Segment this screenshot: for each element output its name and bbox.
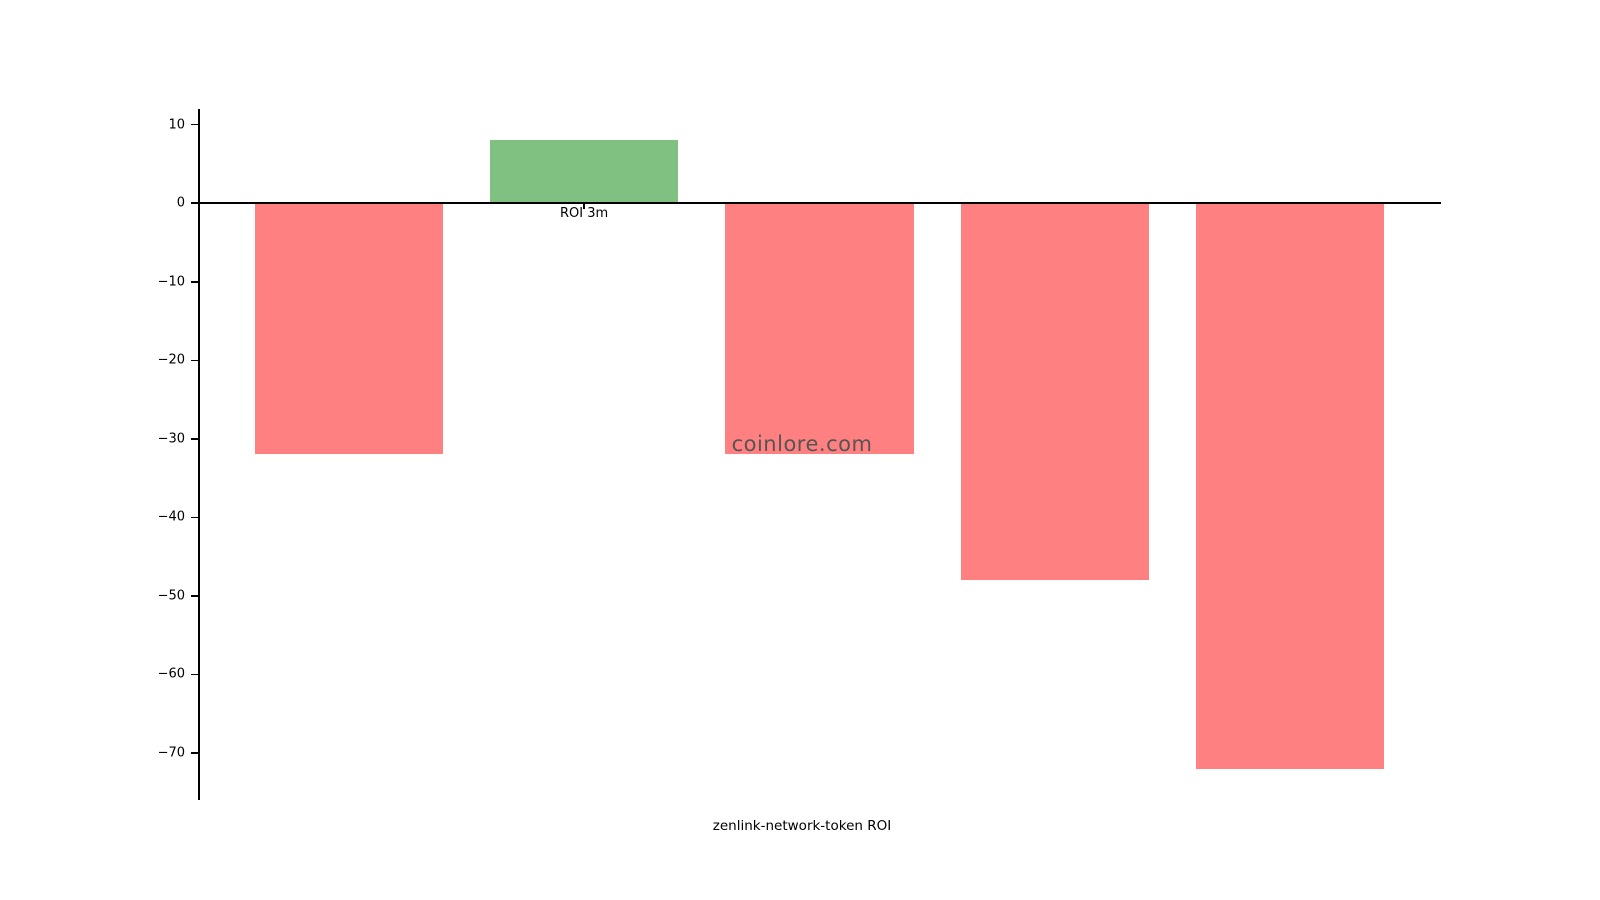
y-tick-mark: [191, 752, 198, 754]
bar-negative: [725, 203, 914, 455]
y-tick-label: −70: [157, 745, 185, 761]
y-axis-spine: [198, 109, 200, 800]
chart-title: zenlink-network-token ROI: [712, 818, 892, 834]
bar-negative: [960, 203, 1150, 581]
y-tick-mark: [191, 438, 198, 440]
y-tick-mark: [191, 359, 198, 362]
y-tick-mark: [191, 202, 198, 204]
y-tick-label: 10: [168, 117, 185, 133]
bar-negative: [1196, 203, 1385, 769]
watermark-text: coinlore.com: [731, 432, 873, 456]
bar-positive: [489, 140, 679, 204]
y-tick-mark: [191, 595, 198, 597]
y-tick-mark: [191, 123, 198, 126]
x-tick-label: ROI 3m: [559, 206, 609, 222]
y-tick-label: 0: [176, 195, 185, 211]
y-tick-mark: [191, 281, 198, 283]
x-tick-mark: [583, 203, 585, 210]
bar-negative: [254, 203, 443, 455]
y-tick-label: −40: [157, 509, 185, 525]
y-tick-mark: [191, 673, 198, 676]
y-tick-mark: [191, 516, 198, 519]
y-tick-label: −50: [157, 588, 185, 604]
zero-line: [198, 202, 1441, 204]
y-tick-label: −20: [157, 352, 185, 368]
y-tick-label: −30: [157, 431, 185, 447]
y-tick-label: −60: [157, 666, 185, 682]
y-tick-label: −10: [157, 274, 185, 290]
